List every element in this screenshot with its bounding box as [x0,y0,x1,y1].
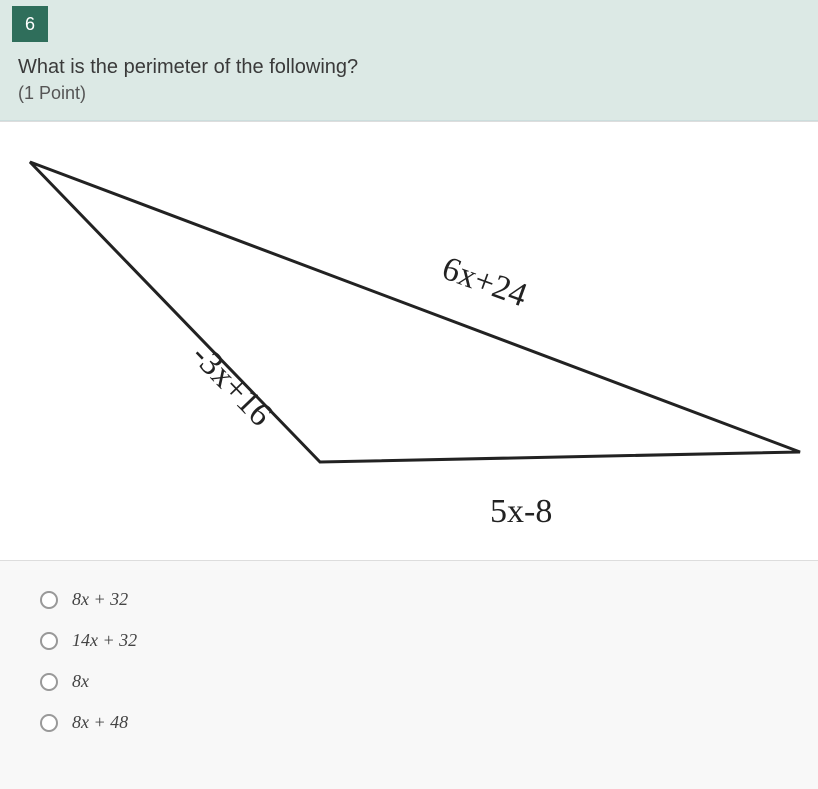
option-b[interactable]: 14x + 32 [40,620,818,661]
radio-icon[interactable] [40,632,58,650]
question-points: (1 Point) [18,83,818,104]
side-label-top: 6x+24 [437,250,532,315]
triangle-diagram: 6x+24 -3x+16 5x-8 [0,122,818,562]
option-label: 8x + 32 [72,589,128,610]
question-header: 6 What is the perimeter of the following… [0,0,818,121]
side-label-bottom: 5x-8 [490,493,552,530]
radio-icon[interactable] [40,591,58,609]
question-text: What is the perimeter of the following? [18,56,818,79]
radio-icon[interactable] [40,714,58,732]
side-label-left: -3x+16 [184,337,279,434]
option-c[interactable]: 8x [40,661,818,702]
option-label: 8x [72,671,89,692]
option-label: 14x + 32 [72,630,137,651]
option-label: 8x + 48 [72,712,128,733]
triangle-shape [30,162,800,462]
figure-area: 6x+24 -3x+16 5x-8 [0,121,818,561]
option-d[interactable]: 8x + 48 [40,702,818,743]
option-a[interactable]: 8x + 32 [40,579,818,620]
answer-options: 8x + 32 14x + 32 8x 8x + 48 [0,561,818,743]
radio-icon[interactable] [40,673,58,691]
question-number-badge: 6 [12,6,48,42]
